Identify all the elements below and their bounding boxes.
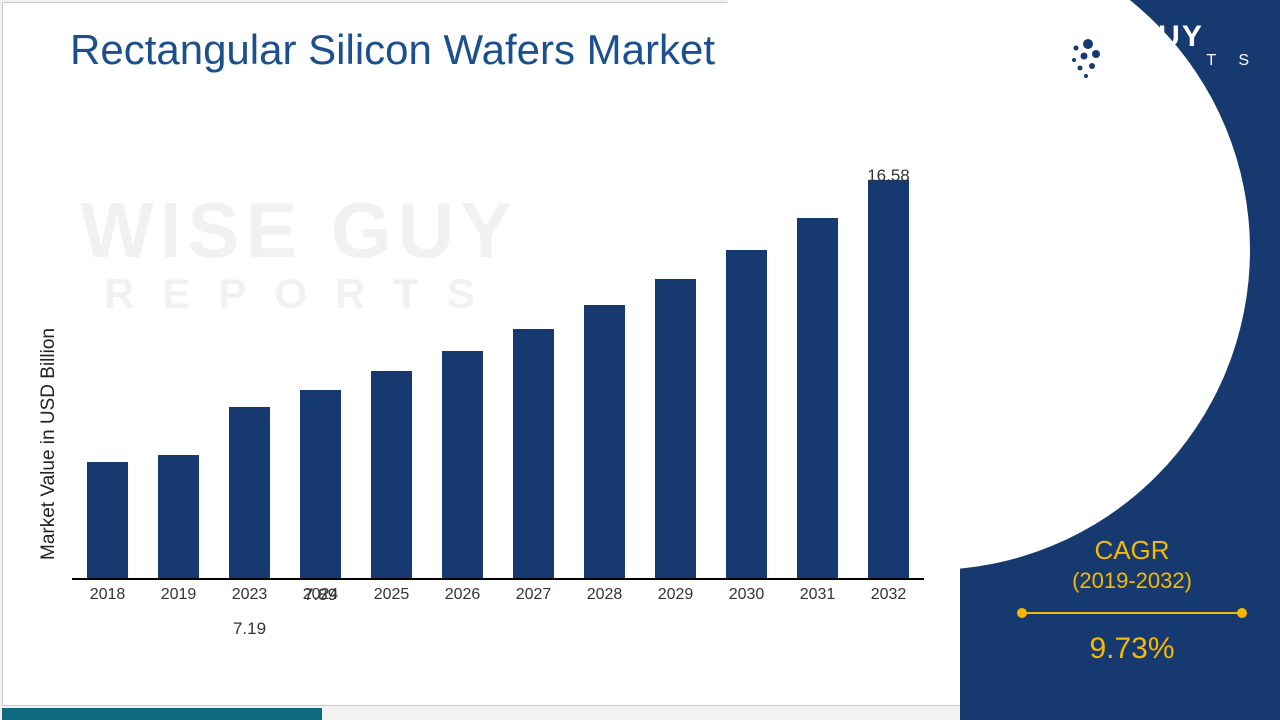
cagr-title: CAGR bbox=[1012, 535, 1252, 566]
y-axis-label: Market Value in USD Billion bbox=[38, 328, 60, 560]
x-tick-label: 2026 bbox=[427, 586, 498, 604]
bar-chart: 7.197.89 16.58 bbox=[72, 170, 924, 580]
x-axis-labels: 2018201920232024202520262027202820292030… bbox=[72, 586, 924, 604]
cagr-value: 9.73% bbox=[1012, 632, 1252, 666]
bar-slot bbox=[143, 455, 214, 580]
bar bbox=[726, 250, 767, 580]
x-tick-label: 2019 bbox=[143, 586, 214, 604]
bar-slot bbox=[782, 218, 853, 580]
bar-slot: 7.19 bbox=[214, 407, 285, 580]
x-tick-label: 2025 bbox=[356, 586, 427, 604]
bar-slot bbox=[72, 462, 143, 580]
bar bbox=[584, 305, 625, 580]
x-tick-label: 2030 bbox=[711, 586, 782, 604]
bars-container: 7.197.89 16.58 bbox=[72, 170, 924, 580]
x-tick-label: 2028 bbox=[569, 586, 640, 604]
bar-slot bbox=[356, 371, 427, 580]
bar bbox=[868, 180, 909, 580]
chart-title: Rectangular Silicon Wafers Market bbox=[70, 26, 715, 74]
bar bbox=[797, 218, 838, 580]
x-tick-label: 2032 bbox=[853, 586, 924, 604]
bar-slot bbox=[711, 250, 782, 580]
bar-value-label: 7.19 bbox=[214, 619, 285, 639]
bar bbox=[158, 455, 199, 580]
bar bbox=[655, 279, 696, 580]
bar bbox=[229, 407, 270, 580]
x-tick-label: 2029 bbox=[640, 586, 711, 604]
report-card: WISE GUY REPORTS Rectangular Silicon Waf… bbox=[0, 0, 1280, 720]
bottom-accent-bar bbox=[2, 708, 322, 720]
cagr-box: CAGR (2019-2032) 9.73% bbox=[1012, 535, 1252, 666]
bar-value-label: 16.58 bbox=[853, 166, 924, 186]
x-tick-label: 2018 bbox=[72, 586, 143, 604]
cagr-divider bbox=[1022, 612, 1242, 614]
bar-slot bbox=[640, 279, 711, 580]
x-axis-baseline bbox=[72, 578, 924, 580]
brand-head-icon bbox=[1040, 20, 1110, 100]
x-tick-label: 2027 bbox=[498, 586, 569, 604]
bar bbox=[87, 462, 128, 580]
bar-slot bbox=[569, 305, 640, 580]
x-tick-label: 2023 bbox=[214, 586, 285, 604]
bar bbox=[442, 351, 483, 580]
bar bbox=[300, 390, 341, 580]
bar-slot bbox=[427, 351, 498, 580]
bar bbox=[513, 329, 554, 580]
bar-slot: 7.89 bbox=[285, 390, 356, 580]
bar bbox=[371, 371, 412, 580]
x-tick-label: 2031 bbox=[782, 586, 853, 604]
cagr-range: (2019-2032) bbox=[1012, 568, 1252, 594]
x-tick-label: 2024 bbox=[285, 586, 356, 604]
bar-slot: 16.58 bbox=[853, 180, 924, 580]
bar-slot bbox=[498, 329, 569, 580]
